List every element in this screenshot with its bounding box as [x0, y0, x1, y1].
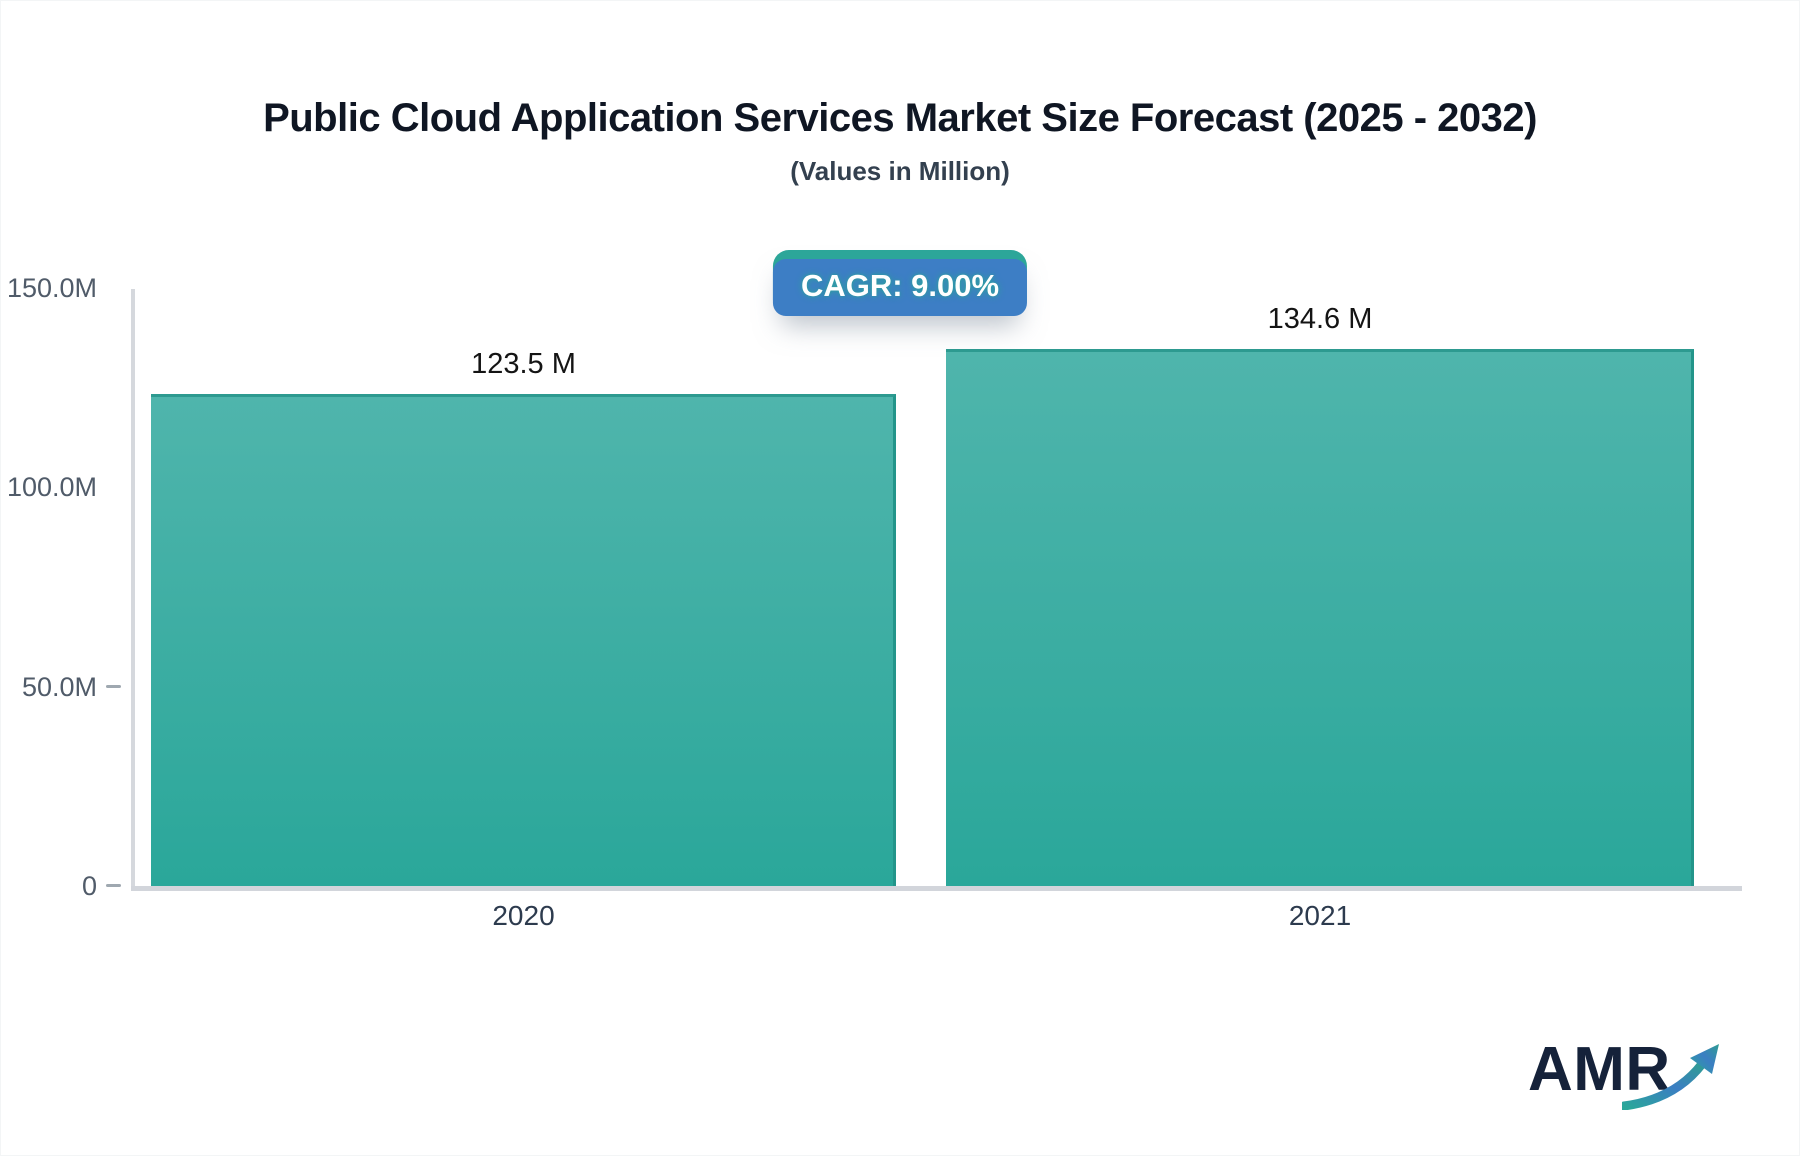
y-axis-tick-mark	[106, 884, 121, 887]
cagr-badge: CAGR: 9.00%	[772, 250, 1028, 316]
cagr-badge-label: CAGR: 9.00%	[772, 259, 1028, 316]
y-axis-tick-label: 100.0M	[6, 472, 97, 503]
chart-subtitle: (Values in Million)	[790, 156, 1010, 186]
bar-2021[interactable]	[946, 349, 1694, 886]
y-axis-tick-label: 0	[81, 871, 97, 901]
x-axis-category-label: 2020	[492, 900, 555, 931]
bar-value-label: 134.6 M	[1267, 303, 1373, 336]
bar-value-label: 123.5 M	[471, 347, 576, 380]
amr-logo[interactable]: AMR	[1528, 1030, 1723, 1116]
amr-logo-text: AMR	[1528, 1035, 1671, 1104]
y-axis-tick-label: 50.0M	[21, 671, 97, 702]
y-axis-line	[131, 289, 135, 888]
growth-arrow-icon	[1622, 1044, 1719, 1110]
y-axis-tick-mark	[106, 684, 121, 688]
bar-2020[interactable]	[151, 393, 896, 886]
y-axis-tick-label: 150.0M	[6, 273, 97, 303]
x-axis-line	[131, 886, 1742, 891]
chart-title: Public Cloud Application Services Market…	[263, 96, 1537, 140]
x-axis-category-label: 2021	[1288, 900, 1352, 931]
